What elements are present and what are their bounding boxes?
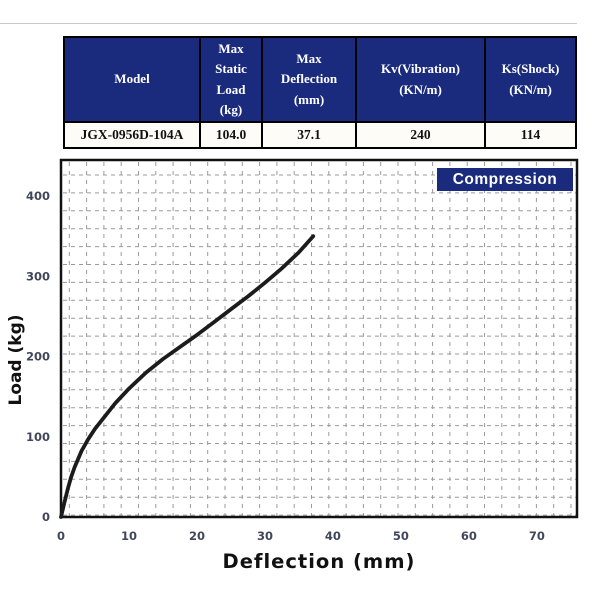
cell-ks-shock-value: 114: [484, 121, 577, 149]
y-tick-200: 200: [26, 350, 50, 364]
x-tick-10: 10: [121, 529, 137, 543]
compression-curve: [59, 234, 316, 519]
x-tick-30: 30: [257, 529, 273, 543]
plot-border: [59, 158, 579, 519]
chart-legend-badge: Compression: [437, 168, 573, 191]
header-cell-max-deflection: Max Deflection (mm): [261, 36, 357, 123]
x-tick-labels: 0 10 20 30 40 50 60 70: [57, 529, 545, 543]
x-tick-70: 70: [529, 529, 545, 543]
spec-table-data-row: JGX-0956D-104A 104.0 37.1 240 114: [63, 121, 577, 149]
y-tick-400: 400: [26, 189, 50, 203]
spec-table: Model Max Static Load (kg) Max Deflectio…: [63, 36, 577, 149]
y-tick-100: 100: [26, 430, 50, 444]
x-tick-60: 60: [461, 529, 477, 543]
grid-layer: [63, 162, 576, 516]
x-tick-40: 40: [325, 529, 341, 543]
header-cell-kv-vibration: Kv(Vibration) (KN/m): [355, 36, 486, 123]
spec-table-header-row: Model Max Static Load (kg) Max Deflectio…: [63, 36, 577, 123]
y-tick-300: 300: [26, 269, 50, 283]
x-tick-50: 50: [393, 529, 409, 543]
header-cell-max-static-load: Max Static Load (kg): [199, 36, 263, 123]
y-axis-label: Load (kg): [6, 314, 26, 406]
x-tick-20: 20: [189, 529, 205, 543]
cell-max-static-load-value: 104.0: [199, 121, 263, 149]
y-tick-0: 0: [42, 510, 50, 524]
chart-canvas: 0 10 20 30 40 50 60 70 0 100 200 300 400: [26, 158, 579, 543]
x-axis-label: Deflection (mm): [222, 550, 416, 573]
cell-kv-vibration-value: 240: [355, 121, 486, 149]
header-cell-model: Model: [63, 36, 201, 123]
x-tick-0: 0: [57, 529, 65, 543]
compression-chart: 0 10 20 30 40 50 60 70 0 100 200 300 400 Compression…: [0, 150, 600, 600]
cell-model-value: JGX-0956D-104A: [63, 121, 201, 149]
y-tick-labels: 0 100 200 300 400: [26, 189, 50, 524]
header-cell-ks-shock: Ks(Shock) (KN/m): [484, 36, 577, 123]
cell-max-deflection-value: 37.1: [261, 121, 357, 149]
top-divider-line: [0, 23, 577, 24]
